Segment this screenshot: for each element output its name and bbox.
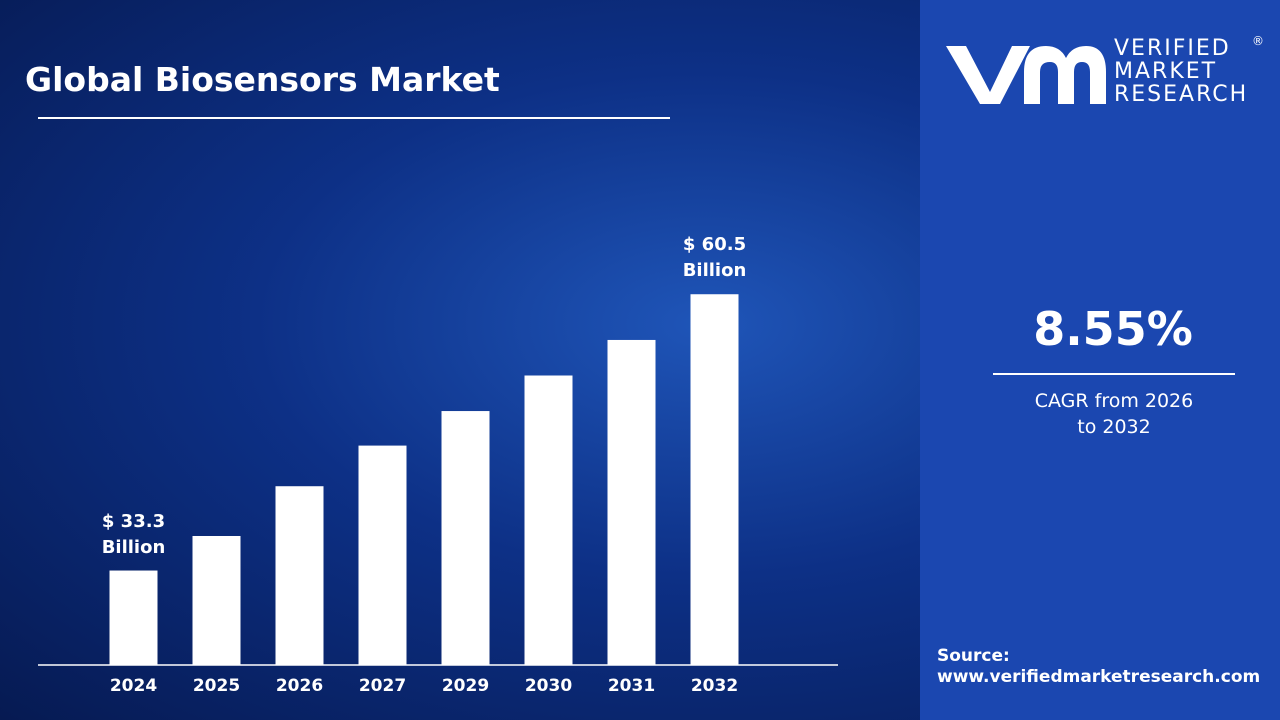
bar [690,294,739,665]
bar [109,570,158,665]
cagr-value: 8.55% [1033,302,1193,356]
side-panel [920,0,1280,720]
brand-line: RESEARCH [1114,82,1249,107]
title-rule [38,117,670,119]
logo-m [1024,46,1106,104]
x-tick-label: 2029 [441,676,490,696]
brand-mark: ® [1252,34,1264,48]
x-tick-label: 2031 [607,676,656,696]
value-label: $ 60.5 Billion [682,234,747,282]
bar [275,486,324,665]
bar [607,339,656,665]
bar [524,375,573,665]
bar [358,445,407,665]
x-tick-label: 2030 [524,676,573,696]
x-tick-label: 2027 [358,676,407,696]
source-url: www.verifiedmarketresearch.com [937,667,1261,687]
x-tick-label: 2026 [275,676,324,696]
brand-line: MARKET [1114,59,1218,84]
value-label: $ 33.3 Billion [101,510,166,558]
source-label: Source: [937,646,1010,666]
cagr-rule [993,373,1235,375]
bar [192,535,241,665]
cagr-label: CAGR from 2026 to 2032 [1034,390,1194,438]
brand-line: VERIFIED [1114,36,1231,61]
x-tick-label: 2024 [109,676,158,696]
x-tick-label: 2032 [690,676,739,696]
chart-title: Global Biosensors Market [25,60,500,99]
bar [441,411,490,665]
logo-v [946,46,1030,104]
x-tick-label: 2025 [192,676,241,696]
